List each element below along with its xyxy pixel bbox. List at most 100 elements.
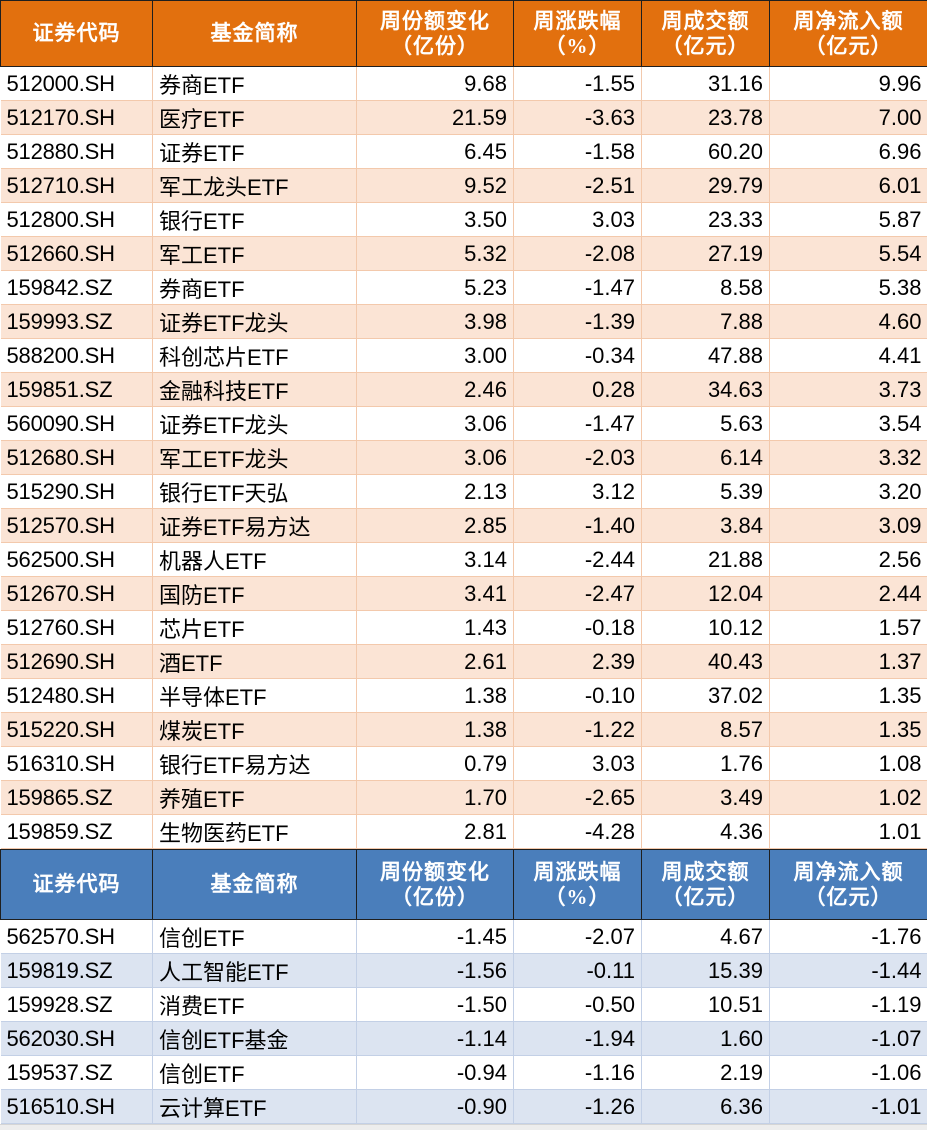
column-header-turnover[interactable]: 周成交额 （亿元） (642, 1, 770, 67)
cell-weekly-net-inflow[interactable]: 1.35 (770, 713, 927, 747)
column-header-code[interactable]: 证券代码 (1, 850, 153, 920)
cell-security-code[interactable]: 512690.SH (1, 645, 153, 679)
cell-weekly-share-change[interactable]: 3.14 (357, 543, 514, 577)
cell-weekly-share-change[interactable]: 0.79 (357, 747, 514, 781)
cell-fund-name[interactable]: 证券ETF龙头 (153, 305, 357, 339)
cell-weekly-turnover[interactable]: 23.78 (642, 101, 770, 135)
cell-security-code[interactable]: 159537.SZ (1, 1056, 153, 1090)
cell-weekly-net-inflow[interactable]: -1.76 (770, 920, 927, 954)
cell-weekly-turnover[interactable]: 3.84 (642, 509, 770, 543)
cell-fund-name[interactable]: 消费ETF (153, 988, 357, 1022)
cell-fund-name[interactable]: 机器人ETF (153, 543, 357, 577)
cell-weekly-share-change[interactable]: -1.14 (357, 1022, 514, 1056)
cell-weekly-price-change[interactable]: -2.03 (514, 441, 642, 475)
cell-security-code[interactable]: 515290.SH (1, 475, 153, 509)
cell-weekly-net-inflow[interactable]: 6.01 (770, 169, 927, 203)
cell-weekly-price-change[interactable]: -3.63 (514, 101, 642, 135)
cell-weekly-net-inflow[interactable]: 3.73 (770, 373, 927, 407)
cell-security-code[interactable]: 159993.SZ (1, 305, 153, 339)
cell-fund-name[interactable]: 医疗ETF (153, 101, 357, 135)
cell-weekly-turnover[interactable]: 37.02 (642, 679, 770, 713)
cell-weekly-price-change[interactable]: -2.44 (514, 543, 642, 577)
column-header-share-change[interactable]: 周份额变化 （亿份） (357, 1, 514, 67)
cell-weekly-share-change[interactable]: -1.50 (357, 988, 514, 1022)
cell-weekly-net-inflow[interactable]: 1.01 (770, 815, 927, 849)
cell-weekly-turnover[interactable]: 5.63 (642, 407, 770, 441)
cell-weekly-net-inflow[interactable]: 9.96 (770, 67, 927, 101)
cell-fund-name[interactable]: 信创ETF基金 (153, 1022, 357, 1056)
cell-security-code[interactable]: 512170.SH (1, 101, 153, 135)
cell-weekly-turnover[interactable]: 6.36 (642, 1090, 770, 1124)
cell-weekly-net-inflow[interactable]: 1.08 (770, 747, 927, 781)
cell-weekly-share-change[interactable]: 21.59 (357, 101, 514, 135)
cell-fund-name[interactable]: 银行ETF (153, 203, 357, 237)
column-header-name[interactable]: 基金简称 (153, 1, 357, 67)
cell-weekly-price-change[interactable]: -0.11 (514, 954, 642, 988)
cell-weekly-net-inflow[interactable]: 2.56 (770, 543, 927, 577)
cell-weekly-turnover[interactable]: 5.39 (642, 475, 770, 509)
cell-weekly-turnover[interactable]: 10.12 (642, 611, 770, 645)
cell-weekly-share-change[interactable]: 1.43 (357, 611, 514, 645)
cell-weekly-price-change[interactable]: -1.47 (514, 271, 642, 305)
cell-weekly-share-change[interactable]: 3.00 (357, 339, 514, 373)
cell-security-code[interactable]: 159842.SZ (1, 271, 153, 305)
cell-weekly-turnover[interactable]: 10.51 (642, 988, 770, 1022)
cell-weekly-net-inflow[interactable]: -1.44 (770, 954, 927, 988)
cell-weekly-price-change[interactable]: -2.08 (514, 237, 642, 271)
cell-security-code[interactable]: 562500.SH (1, 543, 153, 577)
cell-fund-name[interactable]: 军工ETF (153, 237, 357, 271)
column-header-name[interactable]: 基金简称 (153, 850, 357, 920)
cell-fund-name[interactable]: 芯片ETF (153, 611, 357, 645)
cell-weekly-price-change[interactable]: -1.39 (514, 305, 642, 339)
cell-fund-name[interactable]: 云计算ETF (153, 1090, 357, 1124)
cell-weekly-net-inflow[interactable]: 3.09 (770, 509, 927, 543)
cell-weekly-turnover[interactable]: 12.04 (642, 577, 770, 611)
cell-security-code[interactable]: 512660.SH (1, 237, 153, 271)
cell-weekly-share-change[interactable]: -1.56 (357, 954, 514, 988)
cell-fund-name[interactable]: 券商ETF (153, 67, 357, 101)
cell-weekly-share-change[interactable]: 6.45 (357, 135, 514, 169)
cell-weekly-turnover[interactable]: 29.79 (642, 169, 770, 203)
cell-fund-name[interactable]: 半导体ETF (153, 679, 357, 713)
cell-weekly-net-inflow[interactable]: 6.96 (770, 135, 927, 169)
cell-weekly-share-change[interactable]: 3.41 (357, 577, 514, 611)
cell-security-code[interactable]: 516310.SH (1, 747, 153, 781)
cell-weekly-turnover[interactable]: 1.60 (642, 1022, 770, 1056)
cell-security-code[interactable]: 512680.SH (1, 441, 153, 475)
cell-security-code[interactable]: 512670.SH (1, 577, 153, 611)
cell-security-code[interactable]: 512800.SH (1, 203, 153, 237)
cell-fund-name[interactable]: 证券ETF (153, 135, 357, 169)
cell-weekly-net-inflow[interactable]: -1.06 (770, 1056, 927, 1090)
cell-weekly-share-change[interactable]: 2.46 (357, 373, 514, 407)
cell-weekly-price-change[interactable]: -2.51 (514, 169, 642, 203)
cell-weekly-net-inflow[interactable]: 1.37 (770, 645, 927, 679)
cell-weekly-share-change[interactable]: 5.23 (357, 271, 514, 305)
cell-weekly-price-change[interactable]: -4.28 (514, 815, 642, 849)
cell-fund-name[interactable]: 科创芯片ETF (153, 339, 357, 373)
cell-fund-name[interactable]: 军工ETF龙头 (153, 441, 357, 475)
cell-weekly-turnover[interactable]: 31.16 (642, 67, 770, 101)
cell-weekly-share-change[interactable]: 2.81 (357, 815, 514, 849)
cell-security-code[interactable]: 159819.SZ (1, 954, 153, 988)
cell-weekly-price-change[interactable]: -2.65 (514, 781, 642, 815)
cell-fund-name[interactable]: 信创ETF (153, 1056, 357, 1090)
cell-fund-name[interactable]: 证券ETF龙头 (153, 407, 357, 441)
cell-weekly-net-inflow[interactable]: 3.54 (770, 407, 927, 441)
cell-weekly-net-inflow[interactable]: 2.44 (770, 577, 927, 611)
cell-security-code[interactable]: 512760.SH (1, 611, 153, 645)
cell-security-code[interactable]: 588200.SH (1, 339, 153, 373)
cell-weekly-turnover[interactable]: 15.39 (642, 954, 770, 988)
